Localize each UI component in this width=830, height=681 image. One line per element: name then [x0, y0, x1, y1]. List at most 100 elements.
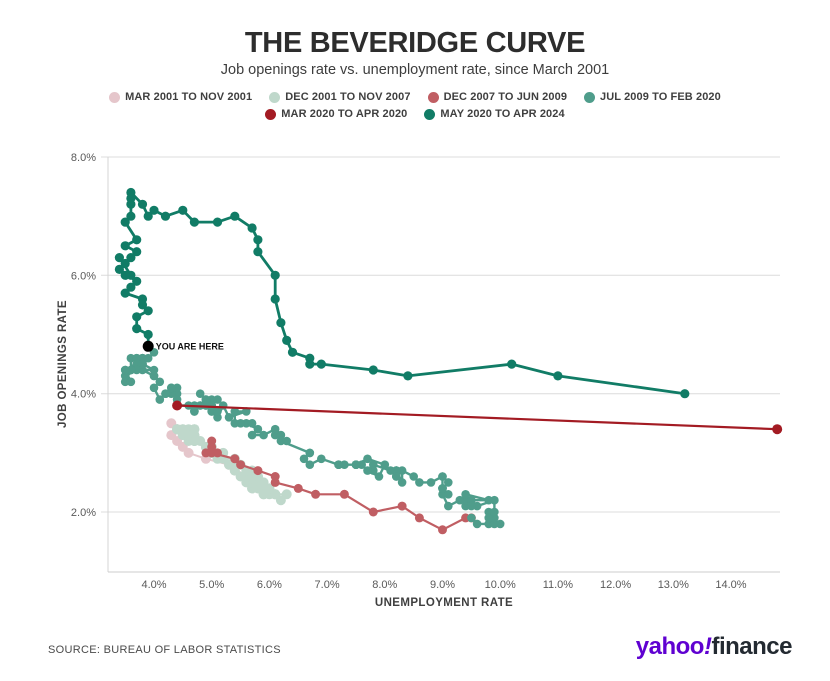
data-point [472, 519, 482, 529]
data-point [444, 490, 453, 499]
yahoo-finance-logo: yahoo!finance [636, 633, 793, 661]
data-point [339, 489, 349, 499]
data-point [270, 270, 280, 280]
y-tick-label: 2.0% [71, 507, 96, 519]
data-point [230, 211, 240, 221]
data-point [363, 454, 372, 464]
legend-item: MAY 2020 TO APR 2024 [424, 108, 565, 120]
legend-swatch-icon [424, 108, 436, 120]
legend-label: MAY 2020 TO APR 2024 [440, 108, 565, 120]
legend-label: JUL 2009 TO FEB 2020 [600, 91, 721, 103]
data-point [137, 300, 148, 310]
data-point [311, 489, 321, 499]
legend-item: MAR 2020 TO APR 2020 [265, 108, 407, 120]
data-point [207, 448, 217, 458]
data-point [392, 472, 401, 481]
data-point [368, 507, 378, 517]
data-point [490, 507, 499, 517]
data-point [270, 477, 280, 487]
data-point [253, 235, 263, 245]
data-point [276, 318, 286, 328]
data-point [305, 448, 315, 458]
x-tick-label: 12.0% [600, 579, 631, 591]
series-may-2020-to-apr-2024 [114, 187, 690, 399]
x-tick-label: 8.0% [372, 579, 397, 591]
data-point [183, 447, 194, 458]
data-point [189, 217, 199, 227]
data-point [161, 389, 170, 399]
data-point [126, 199, 136, 209]
data-point [230, 407, 240, 416]
series-dec-2007-to-jun-2009 [201, 436, 476, 535]
data-point [189, 436, 200, 446]
data-point [120, 365, 130, 375]
data-point [149, 371, 159, 381]
data-point [484, 495, 494, 505]
data-point [299, 454, 309, 464]
data-point [305, 353, 315, 363]
data-point [143, 211, 153, 221]
data-point [213, 395, 222, 404]
data-point [772, 424, 783, 435]
data-point [230, 454, 240, 464]
data-point [409, 472, 419, 481]
series-line [176, 404, 779, 431]
data-point [132, 247, 142, 257]
data-point [213, 413, 222, 422]
data-point [553, 371, 563, 381]
data-point [680, 389, 690, 399]
data-point [149, 383, 159, 393]
data-point [247, 223, 257, 233]
series-mar-2020-to-apr-2020 [172, 400, 783, 435]
data-point [195, 389, 205, 399]
data-point [369, 460, 378, 470]
legend-swatch-icon [427, 91, 439, 103]
data-point [374, 472, 384, 481]
data-point [317, 454, 326, 464]
data-point [126, 253, 136, 263]
data-point [438, 484, 447, 493]
source-credit: SOURCE: BUREAU OF LABOR STATISTICS [48, 644, 281, 656]
legend-item: MAR 2001 TO NOV 2001 [109, 91, 252, 103]
data-point [403, 371, 413, 381]
data-point [212, 217, 223, 227]
data-point [270, 294, 280, 304]
data-point [172, 400, 183, 411]
data-point [132, 235, 142, 245]
y-axis-title: JOB OPENINGS RATE [57, 300, 69, 428]
data-point [155, 395, 165, 404]
x-tick-label: 5.0% [199, 579, 224, 591]
data-point [363, 466, 372, 475]
data-point [444, 478, 453, 487]
data-point [438, 472, 447, 481]
legend-swatch-icon [265, 108, 277, 120]
data-point [126, 282, 136, 292]
x-tick-label: 7.0% [315, 579, 340, 591]
data-point [172, 424, 183, 435]
data-point [213, 407, 222, 416]
data-point [316, 359, 326, 369]
data-point [143, 329, 153, 340]
legend-label: DEC 2007 TO JUN 2009 [443, 91, 568, 103]
data-point [247, 419, 257, 428]
data-point [386, 466, 395, 475]
data-point [426, 478, 436, 487]
data-point [230, 419, 240, 428]
x-axis-title: UNEMPLOYMENT RATE [374, 597, 514, 609]
data-point [120, 371, 130, 381]
data-point [253, 424, 263, 434]
data-point [132, 276, 142, 286]
data-point [126, 377, 136, 387]
data-point [444, 501, 453, 511]
data-point [143, 353, 153, 363]
legend: MAR 2001 TO NOV 2001 DEC 2001 TO NOV 2007… [0, 91, 830, 120]
data-point [490, 519, 499, 529]
data-point [282, 436, 292, 446]
legend-item: DEC 2001 TO NOV 2007 [269, 91, 410, 103]
data-point [132, 353, 141, 363]
data-point [155, 377, 165, 387]
data-point [132, 324, 142, 334]
data-point [126, 211, 136, 221]
x-tick-label: 14.0% [715, 579, 746, 591]
